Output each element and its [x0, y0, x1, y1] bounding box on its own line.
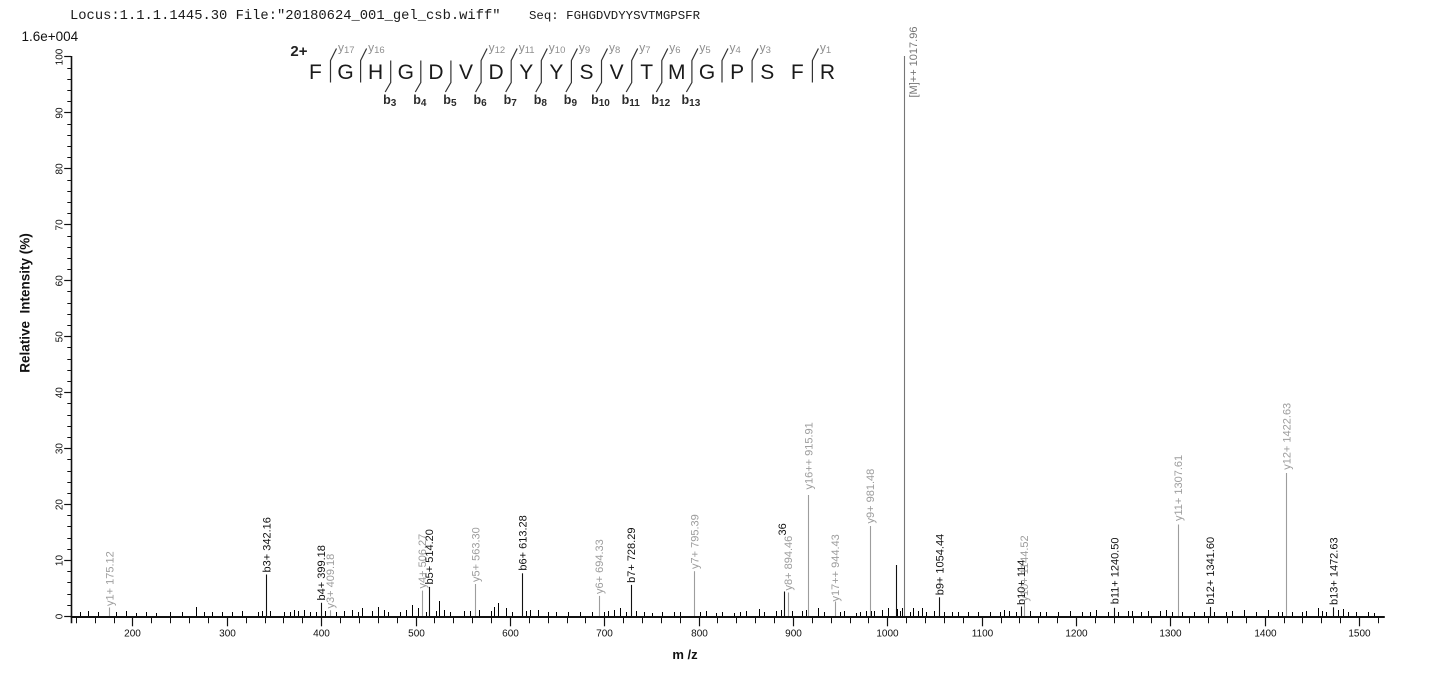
svg-text:50: 50: [55, 331, 66, 343]
svg-text:S: S: [760, 61, 774, 84]
svg-text:800: 800: [691, 629, 708, 640]
svg-text:y9+ 981.48: y9+ 981.48: [865, 469, 877, 524]
svg-text:1200: 1200: [1065, 629, 1088, 640]
svg-text:y17++ 944.43: y17++ 944.43: [830, 534, 842, 601]
svg-text:0: 0: [55, 613, 66, 619]
svg-text:F: F: [309, 61, 322, 84]
svg-text:y11+ 1307.61: y11+ 1307.61: [1173, 455, 1185, 521]
svg-text:P: P: [730, 61, 744, 84]
svg-text:y16: y16: [368, 41, 385, 57]
svg-text:M: M: [668, 61, 686, 84]
svg-text:b3+ 342.16: b3+ 342.16: [261, 517, 273, 572]
svg-text:y11: y11: [519, 41, 535, 57]
svg-text:40: 40: [55, 387, 66, 399]
svg-text:y10: y10: [549, 41, 566, 57]
svg-text:y12: y12: [489, 41, 506, 57]
svg-text:36: 36: [777, 523, 789, 535]
svg-text:20: 20: [55, 499, 66, 511]
svg-text:b9+ 1054.44: b9+ 1054.44: [934, 534, 946, 595]
svg-text:y12+ 1422.63: y12+ 1422.63: [1282, 403, 1294, 470]
svg-text:y3: y3: [760, 41, 771, 57]
svg-text:y6+ 694.33: y6+ 694.33: [594, 539, 606, 594]
svg-text:Locus:1.1.1.1445.30 File:"2018: Locus:1.1.1.1445.30 File:"20180624_001_g…: [70, 8, 501, 24]
svg-text:y17: y17: [338, 41, 355, 57]
svg-text:y3+ 409.18: y3+ 409.18: [325, 554, 337, 609]
svg-text:200: 200: [124, 629, 141, 640]
svg-text:1400: 1400: [1254, 629, 1277, 640]
svg-text:600: 600: [502, 629, 519, 640]
svg-text:1300: 1300: [1159, 629, 1182, 640]
svg-text:90: 90: [55, 107, 66, 119]
svg-text:b11+ 1240.50: b11+ 1240.50: [1110, 538, 1122, 605]
svg-text:y1: y1: [820, 41, 831, 57]
svg-text:V: V: [459, 61, 473, 84]
svg-text:y8+ 894.46: y8+ 894.46: [783, 536, 795, 591]
svg-text:y9: y9: [579, 41, 590, 57]
svg-text:1000: 1000: [876, 629, 899, 640]
svg-text:[M]++ 1017.96: [M]++ 1017.96: [908, 27, 920, 98]
svg-text:Y: Y: [549, 61, 563, 84]
svg-text:b13+ 1472.63: b13+ 1472.63: [1329, 537, 1341, 605]
svg-text:1500: 1500: [1348, 629, 1371, 640]
svg-text:900: 900: [785, 629, 802, 640]
svg-text:G: G: [398, 61, 414, 84]
svg-text:y6: y6: [669, 41, 680, 57]
svg-text:V: V: [610, 61, 624, 84]
svg-text:m /z: m /z: [672, 647, 698, 662]
svg-text:700: 700: [596, 629, 613, 640]
svg-text:y7: y7: [639, 41, 650, 57]
svg-text:D: D: [489, 61, 504, 84]
svg-text:T: T: [640, 61, 653, 84]
svg-text:y10+ 1144.52: y10+ 1144.52: [1019, 535, 1031, 601]
svg-text:b7+ 728.29: b7+ 728.29: [626, 528, 638, 583]
svg-text:H: H: [368, 61, 383, 84]
svg-text:b5+ 514.20: b5+ 514.20: [424, 529, 436, 584]
svg-text:D: D: [428, 61, 443, 84]
svg-text:Relative Intensity (%): Relative Intensity (%): [18, 233, 33, 373]
svg-text:1.6e+004: 1.6e+004: [22, 29, 79, 44]
svg-text:Seq: FGHGDVDYYSVTMGPSFR: Seq: FGHGDVDYYSVTMGPSFR: [529, 9, 701, 23]
svg-text:30: 30: [55, 443, 66, 455]
svg-text:70: 70: [55, 219, 66, 231]
svg-text:b4+ 399.18: b4+ 399.18: [316, 545, 328, 600]
svg-text:y16++ 915.91: y16++ 915.91: [804, 422, 816, 489]
svg-text:1100: 1100: [972, 629, 994, 640]
svg-text:y7+ 795.39: y7+ 795.39: [690, 514, 702, 569]
svg-text:S: S: [579, 61, 593, 84]
svg-text:300: 300: [219, 629, 236, 640]
svg-text:Y: Y: [519, 61, 533, 84]
svg-text:G: G: [337, 61, 353, 84]
svg-text:2+: 2+: [290, 43, 307, 60]
svg-text:R: R: [820, 61, 835, 84]
svg-text:G: G: [699, 61, 715, 84]
svg-text:b6+ 613.28: b6+ 613.28: [518, 515, 530, 570]
svg-text:y1+ 175.12: y1+ 175.12: [104, 551, 116, 606]
svg-text:y8: y8: [609, 41, 620, 57]
svg-text:y4+ 506.27: y4+ 506.27: [417, 534, 429, 589]
svg-text:F: F: [791, 61, 804, 84]
svg-text:10: 10: [55, 555, 66, 567]
svg-text:500: 500: [408, 629, 425, 640]
svg-text:100: 100: [55, 48, 66, 65]
svg-text:y5: y5: [699, 41, 710, 57]
svg-text:b10+ 114: b10+ 114: [1016, 560, 1028, 605]
svg-text:b12+ 1341.60: b12+ 1341.60: [1205, 537, 1217, 605]
svg-text:80: 80: [55, 163, 66, 175]
svg-text:400: 400: [313, 629, 330, 640]
svg-text:60: 60: [55, 275, 66, 287]
svg-text:y4: y4: [730, 41, 741, 57]
svg-text:y5+ 563.30: y5+ 563.30: [471, 527, 483, 582]
